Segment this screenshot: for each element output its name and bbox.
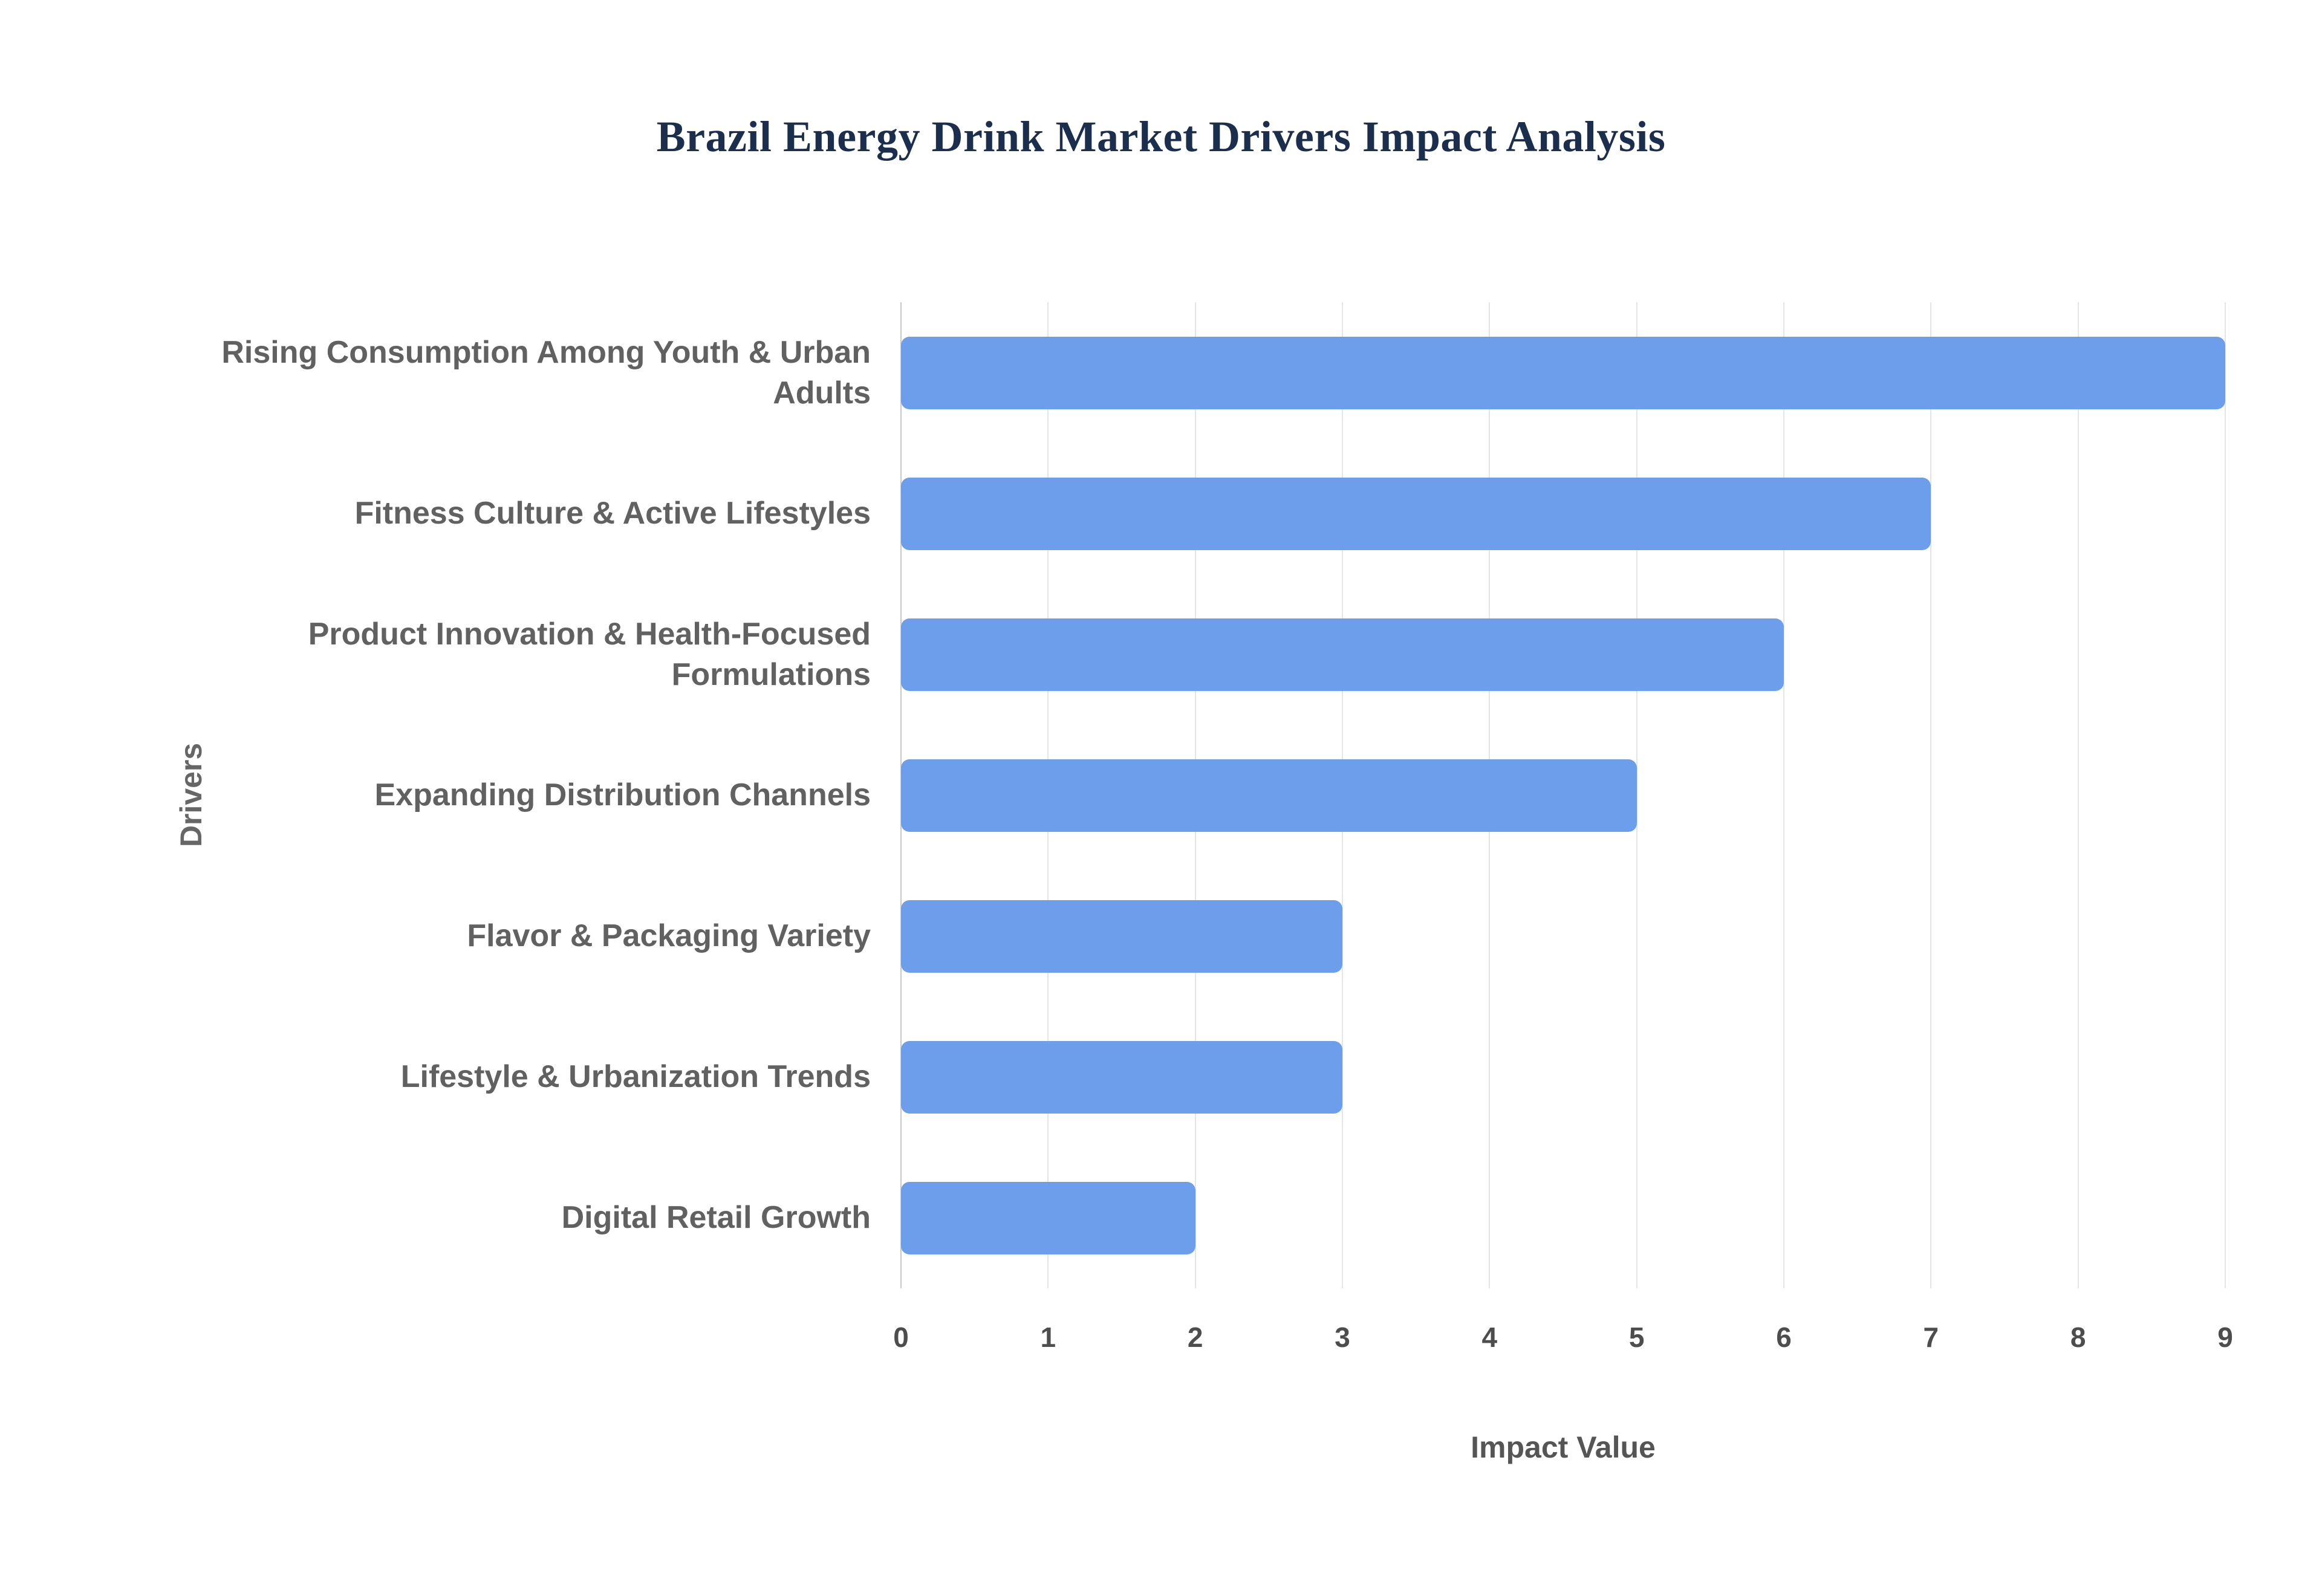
gridline xyxy=(1783,302,1784,1288)
bar[interactable] xyxy=(901,900,1342,973)
category-label: Product Innovation & Health-Focused Form… xyxy=(308,616,871,692)
category-label: Expanding Distribution Channels xyxy=(374,777,871,813)
x-tick-label: 5 xyxy=(1628,1322,1645,1353)
category-label: Rising Consumption Among Youth & Urban A… xyxy=(221,334,871,410)
x-tick-label: 1 xyxy=(1040,1322,1056,1353)
bar[interactable] xyxy=(901,1040,1342,1114)
gridline xyxy=(2077,302,2079,1288)
x-tick-label: 7 xyxy=(1923,1322,1939,1353)
category-labels: Rising Consumption Among Youth & Urban A… xyxy=(181,302,871,1288)
bar[interactable] xyxy=(901,618,1784,691)
bar[interactable] xyxy=(901,1181,1195,1254)
category-label: Lifestyle & Urbanization Trends xyxy=(400,1059,871,1095)
gridline xyxy=(1930,302,1932,1288)
gridline xyxy=(1636,302,1637,1288)
gridline xyxy=(2225,302,2226,1288)
x-tick-label: 6 xyxy=(1776,1322,1792,1353)
bar[interactable] xyxy=(901,759,1637,832)
bar[interactable] xyxy=(901,336,2225,409)
category-label: Fitness Culture & Active Lifestyles xyxy=(354,496,871,531)
x-tick-label: 0 xyxy=(893,1322,909,1353)
x-axis-ticks: 0 1 2 3 4 5 6 7 8 9 xyxy=(893,1321,2233,1363)
x-axis-title: Impact Value xyxy=(1471,1430,1656,1464)
plot-area xyxy=(900,302,2226,1288)
category-label: Digital Retail Growth xyxy=(561,1200,871,1236)
bar[interactable] xyxy=(901,477,1931,550)
x-tick-label: 2 xyxy=(1187,1322,1203,1353)
category-label: Flavor & Packaging Variety xyxy=(467,918,871,954)
x-tick-label: 9 xyxy=(2217,1322,2233,1353)
x-tick-label: 3 xyxy=(1335,1322,1350,1353)
x-tick-label: 8 xyxy=(2070,1322,2086,1353)
x-tick-label: 4 xyxy=(1481,1322,1498,1353)
chart-title: Brazil Energy Drink Market Drivers Impac… xyxy=(656,112,1666,161)
